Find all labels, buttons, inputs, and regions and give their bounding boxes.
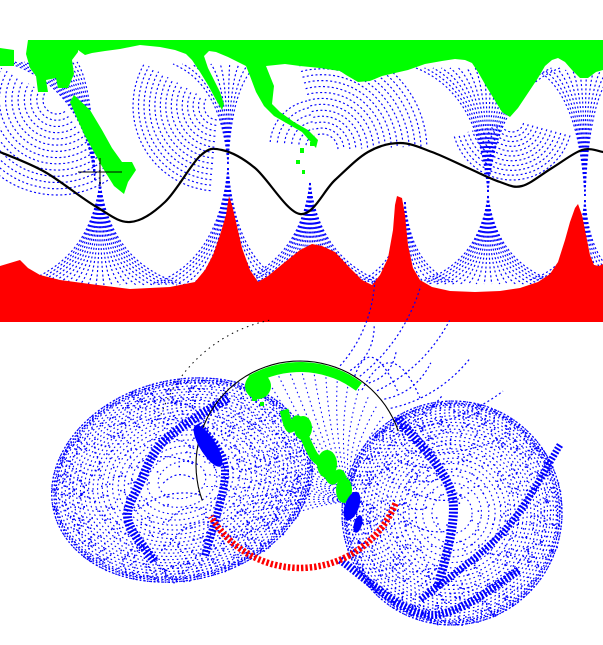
negative-polarity-region [0,196,603,322]
sphere-negative-polarity [208,502,399,572]
neutral-line [0,141,603,224]
green-band [78,40,603,148]
sphere-limb [195,360,399,501]
green-left-blob [26,40,78,92]
dense-field-bands [123,394,563,619]
green-far-left [0,48,14,66]
positive-polarity-region [0,40,603,194]
green-wedge [70,95,136,194]
synoptic-map-panel [0,40,603,322]
field-line-lobes [51,377,563,626]
sphere-positive-polarity [245,362,362,506]
field-line-convergence-blobs [193,425,363,533]
plus-marker [78,158,122,186]
sphere-view-panel [51,279,563,626]
open-field-spokes [135,279,507,548]
